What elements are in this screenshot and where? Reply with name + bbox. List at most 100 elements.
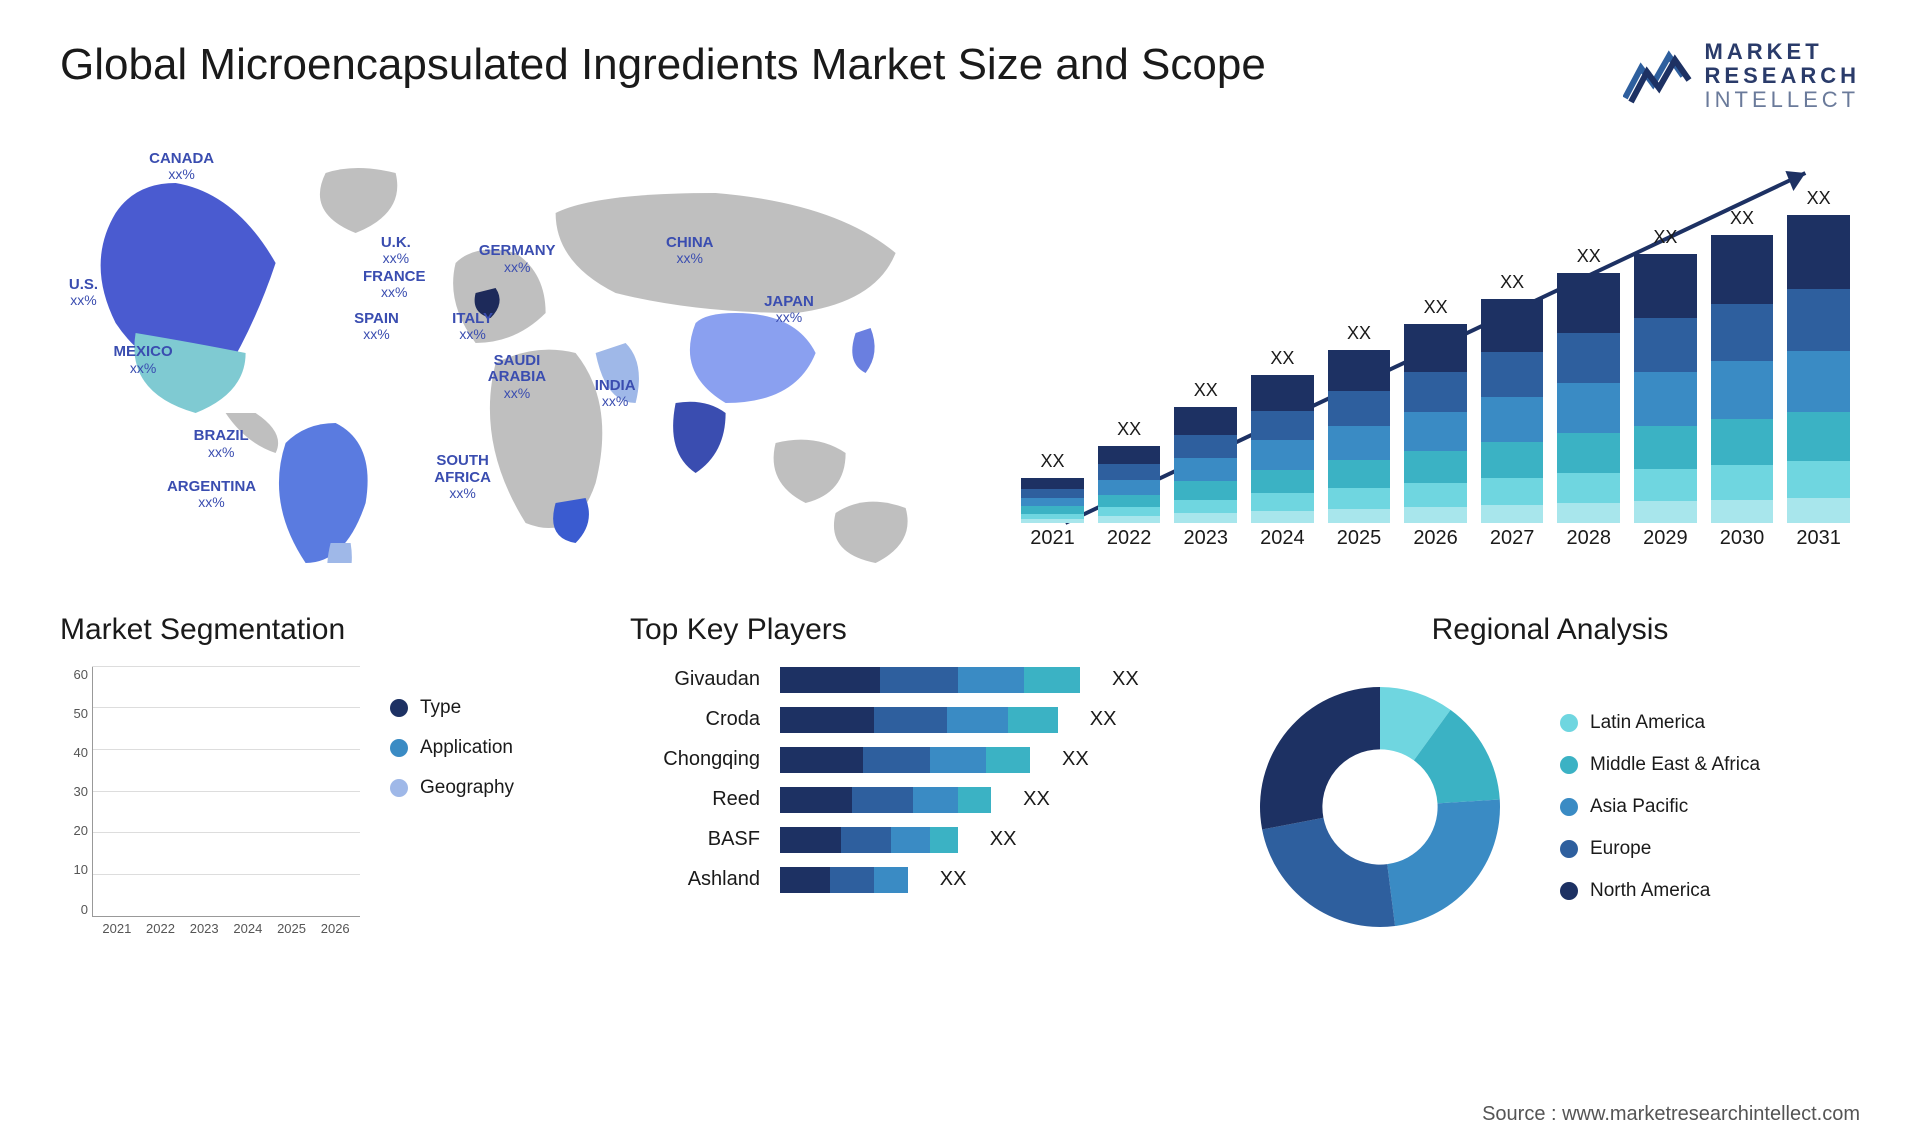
growth-xaxis-label: 2021 bbox=[1021, 527, 1084, 563]
player-value: XX bbox=[990, 828, 1017, 851]
player-name: Ashland bbox=[630, 868, 760, 891]
seg-xaxis-label: 2023 bbox=[187, 921, 221, 947]
growth-bar-value: XX bbox=[1270, 348, 1294, 369]
map-label-saudi-arabia: SAUDIARABIAxx% bbox=[488, 353, 546, 401]
map-label-germany: GERMANYxx% bbox=[479, 243, 556, 275]
growth-xaxis-label: 2031 bbox=[1787, 527, 1850, 563]
growth-bar-2023: XX bbox=[1174, 380, 1237, 522]
player-value: XX bbox=[1062, 748, 1089, 771]
seg-ytick: 10 bbox=[60, 862, 88, 877]
donut-slice bbox=[1262, 817, 1395, 926]
seg-ytick: 20 bbox=[60, 823, 88, 838]
seg-legend-item: Geography bbox=[390, 777, 514, 799]
map-label-china: CHINAxx% bbox=[666, 235, 714, 267]
player-row: Chongqing XX bbox=[630, 747, 1190, 773]
regional-legend-item: Latin America bbox=[1560, 712, 1760, 734]
growth-bar-value: XX bbox=[1653, 227, 1677, 248]
segmentation-chart: 0 10 20 30 40 50 60 2021 2022 2023 2024 2025 2026 bbox=[60, 667, 360, 947]
player-bar bbox=[780, 707, 1058, 733]
growth-xaxis-label: 2027 bbox=[1481, 527, 1544, 563]
player-value: XX bbox=[1090, 708, 1117, 731]
map-label-canada: CANADAxx% bbox=[149, 151, 214, 183]
regional-panel: Regional Analysis Latin America Middle Ea… bbox=[1240, 613, 1860, 973]
player-name: BASF bbox=[630, 828, 760, 851]
seg-ytick: 30 bbox=[60, 784, 88, 799]
map-label-italy: ITALYxx% bbox=[452, 311, 493, 343]
growth-bar-2031: XX bbox=[1787, 188, 1850, 522]
growth-bar-2025: XX bbox=[1328, 323, 1391, 523]
growth-bar-value: XX bbox=[1577, 246, 1601, 267]
world-map-panel: CANADAxx%U.S.xx%MEXICOxx%BRAZILxx%ARGENT… bbox=[60, 143, 951, 563]
segmentation-legend: TypeApplicationGeography bbox=[390, 667, 514, 973]
seg-legend-item: Type bbox=[390, 697, 514, 719]
source-attribution: Source : www.marketresearchintellect.com bbox=[1482, 1103, 1860, 1126]
seg-ytick: 50 bbox=[60, 706, 88, 721]
player-bar bbox=[780, 667, 1080, 693]
player-value: XX bbox=[940, 868, 967, 891]
growth-xaxis-label: 2023 bbox=[1174, 527, 1237, 563]
player-name: Givaudan bbox=[630, 668, 760, 691]
growth-bar-2026: XX bbox=[1404, 297, 1467, 522]
growth-bar-value: XX bbox=[1117, 419, 1141, 440]
growth-bar-2021: XX bbox=[1021, 451, 1084, 523]
growth-bar-value: XX bbox=[1424, 297, 1448, 318]
player-name: Reed bbox=[630, 788, 760, 811]
map-label-south-africa: SOUTHAFRICAxx% bbox=[434, 453, 491, 501]
players-panel: Top Key Players GivaudanXXCrodaXXChongqi… bbox=[630, 613, 1190, 973]
map-label-mexico: MEXICOxx% bbox=[113, 344, 172, 376]
regional-legend-item: Asia Pacific bbox=[1560, 796, 1760, 818]
player-name: Chongqing bbox=[630, 748, 760, 771]
growth-bar-value: XX bbox=[1807, 188, 1831, 209]
players-title: Top Key Players bbox=[630, 613, 1190, 647]
player-row: CrodaXX bbox=[630, 707, 1190, 733]
player-value: XX bbox=[1023, 788, 1050, 811]
regional-legend-item: Middle East & Africa bbox=[1560, 754, 1760, 776]
regional-donut-chart bbox=[1240, 667, 1520, 947]
regional-title: Regional Analysis bbox=[1240, 613, 1860, 647]
seg-xaxis-label: 2026 bbox=[318, 921, 352, 947]
player-bar bbox=[780, 747, 1030, 773]
player-row: Reed XX bbox=[630, 787, 1190, 813]
player-bar bbox=[780, 787, 991, 813]
growth-xaxis-label: 2030 bbox=[1711, 527, 1774, 563]
seg-ytick: 0 bbox=[60, 902, 88, 917]
map-label-u-s-: U.S.xx% bbox=[69, 277, 98, 309]
player-bar bbox=[780, 827, 958, 853]
seg-xaxis-label: 2022 bbox=[144, 921, 178, 947]
map-label-brazil: BRAZILxx% bbox=[194, 428, 249, 460]
player-value: XX bbox=[1112, 668, 1139, 691]
map-label-u-k-: U.K.xx% bbox=[381, 235, 411, 267]
seg-xaxis-label: 2025 bbox=[275, 921, 309, 947]
segmentation-panel: Market Segmentation 0102030405060 202120… bbox=[60, 613, 580, 973]
player-bar bbox=[780, 867, 908, 893]
growth-bar-value: XX bbox=[1041, 451, 1065, 472]
growth-bar-2022: XX bbox=[1098, 419, 1161, 523]
map-label-india: INDIAxx% bbox=[595, 378, 636, 410]
logo-line1: MARKET bbox=[1705, 40, 1860, 64]
growth-bar-2028: XX bbox=[1557, 246, 1620, 523]
logo-mark-icon bbox=[1623, 48, 1693, 104]
logo-line2: RESEARCH bbox=[1705, 64, 1860, 88]
seg-xaxis-label: 2024 bbox=[231, 921, 265, 947]
seg-ytick: 60 bbox=[60, 667, 88, 682]
growth-xaxis-label: 2022 bbox=[1098, 527, 1161, 563]
brand-logo: MARKET RESEARCH INTELLECT bbox=[1623, 40, 1860, 113]
growth-xaxis-label: 2028 bbox=[1557, 527, 1620, 563]
seg-ytick: 40 bbox=[60, 745, 88, 760]
donut-slice bbox=[1387, 799, 1500, 926]
regional-legend-item: North America bbox=[1560, 880, 1760, 902]
seg-xaxis-label: 2021 bbox=[100, 921, 134, 947]
growth-bar-value: XX bbox=[1730, 208, 1754, 229]
player-row: Ashland XX bbox=[630, 867, 1190, 893]
growth-xaxis-label: 2024 bbox=[1251, 527, 1314, 563]
growth-xaxis-label: 2029 bbox=[1634, 527, 1697, 563]
logo-line3: INTELLECT bbox=[1705, 88, 1860, 112]
growth-bar-value: XX bbox=[1500, 272, 1524, 293]
map-label-spain: SPAINxx% bbox=[354, 311, 399, 343]
growth-bar-2029: XX bbox=[1634, 227, 1697, 523]
growth-bar-2027: XX bbox=[1481, 272, 1544, 523]
player-row: Givaudan XX bbox=[630, 667, 1190, 693]
growth-xaxis-label: 2026 bbox=[1404, 527, 1467, 563]
donut-slice bbox=[1260, 687, 1380, 829]
growth-bar-value: XX bbox=[1347, 323, 1371, 344]
